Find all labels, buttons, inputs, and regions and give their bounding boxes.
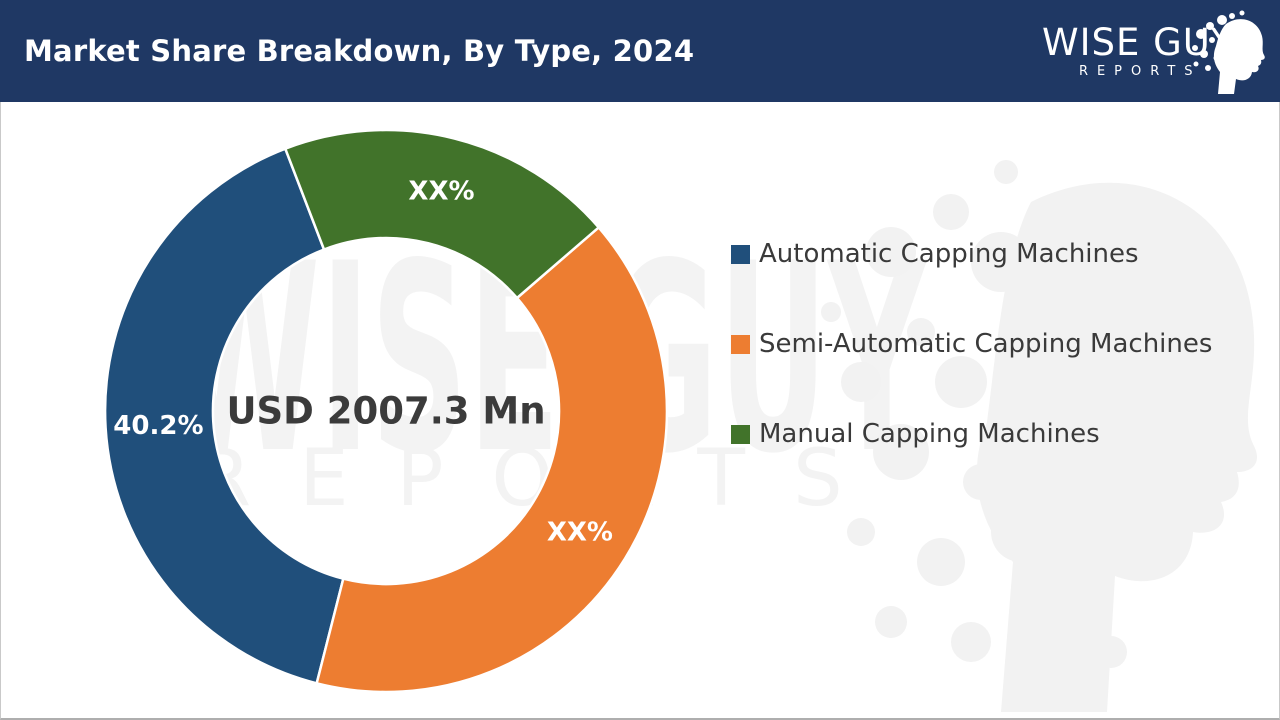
segment-label-1: XX% xyxy=(547,517,613,547)
legend-label-automatic: Automatic Capping Machines xyxy=(759,239,1139,269)
header-bar: Market Share Breakdown, By Type, 2024 WI… xyxy=(0,0,1280,102)
legend: Automatic Capping Machines Semi-Automati… xyxy=(731,235,1212,505)
segment-label-2: XX% xyxy=(408,176,474,206)
page-title: Market Share Breakdown, By Type, 2024 xyxy=(24,34,695,68)
donut-center-value: USD 2007.3 Mn xyxy=(226,389,546,433)
donut-segment-0 xyxy=(103,147,345,685)
legend-swatch-semi-automatic xyxy=(731,334,750,354)
legend-item-manual: Manual Capping Machines xyxy=(731,415,1212,453)
legend-item-semi-automatic: Semi-Automatic Capping Machines xyxy=(731,325,1212,363)
legend-label-semi-automatic: Semi-Automatic Capping Machines xyxy=(759,329,1213,359)
watermark-face-icon xyxy=(821,160,1257,712)
logo-subtitle: REPORTS xyxy=(1078,64,1202,79)
watermark-subtitle: REPORTS xyxy=(197,434,891,524)
legend-item-automatic: Automatic Capping Machines xyxy=(731,235,1212,273)
wise-guy-logo: WISE GUY REPORTS xyxy=(1012,10,1265,94)
segment-label-0: 40.2% xyxy=(113,411,203,441)
donut-segment-2 xyxy=(283,128,601,300)
logo-face-icon xyxy=(1192,10,1265,94)
donut-chart: 40.2% XX% XX% xyxy=(103,128,669,694)
chart-area: WISE GUY REPORTS 40.2% XX% XX% USD 2007.3 … xyxy=(0,102,1280,720)
donut-segment-1 xyxy=(315,225,669,694)
legend-swatch-automatic xyxy=(731,244,750,264)
legend-swatch-manual xyxy=(731,424,750,444)
legend-label-manual: Manual Capping Machines xyxy=(759,419,1100,449)
